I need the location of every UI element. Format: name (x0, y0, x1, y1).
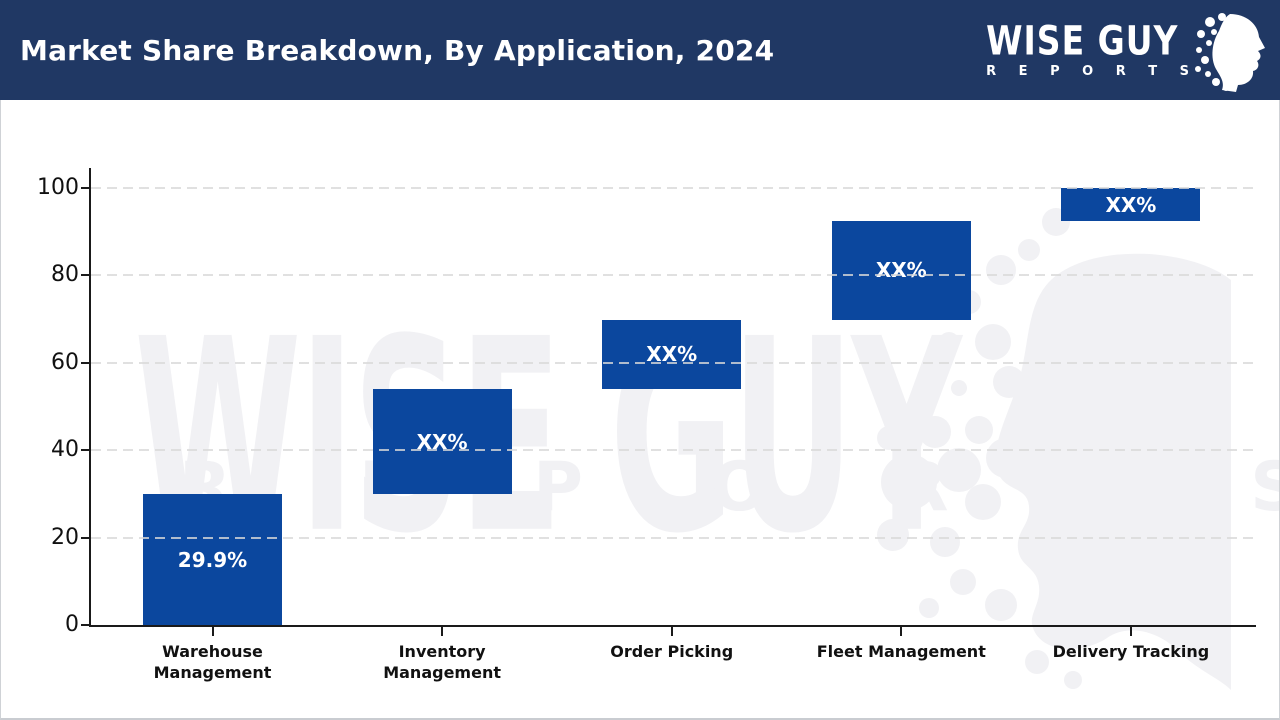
x-axis-label-line: Management (153, 663, 272, 682)
y-axis-line (89, 168, 91, 627)
bar-value-label: XX% (875, 258, 927, 283)
x-axis-tick (900, 627, 903, 636)
bar-value-label: 29.9% (177, 547, 248, 572)
y-axis-tick (81, 536, 90, 539)
y-axis-tick (81, 187, 90, 189)
x-axis-category-label: Order Picking (557, 641, 787, 662)
y-axis-tick (81, 274, 90, 277)
header-bar: Market Share Breakdown, By Application, … (0, 0, 1280, 100)
x-axis-category-label: Inventory Management (327, 641, 557, 683)
x-axis-tick (1129, 627, 1132, 636)
x-axis-tick (441, 627, 444, 636)
y-axis-tick-label: 80 (51, 262, 79, 288)
gridline (91, 449, 1256, 452)
gridline (91, 361, 1256, 364)
x-axis-label-line: Fleet Management (816, 642, 986, 661)
x-axis-label-line: Management (383, 663, 501, 682)
x-axis-tick (670, 627, 673, 636)
x-axis-category-label: Warehouse Management (98, 641, 328, 683)
y-axis-tick-label: 100 (37, 175, 79, 200)
logo-subtext: R E P O R T S (986, 63, 1198, 79)
logo-text: WISE GUY R E P O R T S (986, 20, 1198, 79)
wiseguy-logo: WISE GUY R E P O R T S (986, 8, 1266, 94)
y-axis-tick (81, 449, 90, 452)
wiseguy-head-icon (1195, 13, 1265, 92)
y-axis-tick-label: 0 (65, 612, 79, 637)
bar-segment: XX% (831, 221, 971, 320)
x-axis-label-line: Inventory (398, 642, 486, 661)
chart-canvas: WISE GUY R E P O R T S 0 20 40 60 80 100 29.9%… (0, 100, 1280, 720)
x-axis-tick (211, 627, 214, 636)
bar-value-label: XX% (1105, 192, 1157, 217)
y-axis-tick (81, 624, 90, 626)
bar-segment: XX% (602, 319, 742, 390)
x-axis-label-line: Delivery Tracking (1052, 642, 1210, 661)
bar-segment: 29.9% (143, 494, 282, 625)
gridline (91, 274, 1256, 277)
x-axis-line (89, 625, 1256, 627)
x-axis-label-line: Order Picking (610, 642, 734, 661)
x-axis-category-label: Delivery Tracking (1016, 641, 1246, 662)
gridline (91, 187, 1256, 189)
gridline (91, 536, 1256, 539)
bar-segment: XX% (1061, 188, 1201, 222)
bar-segment: XX% (372, 389, 512, 495)
page-title: Market Share Breakdown, By Application, … (20, 33, 775, 67)
x-axis-category-label: Fleet Management (786, 641, 1016, 662)
x-axis-label-line: Warehouse (162, 642, 263, 661)
y-axis-tick-label: 60 (51, 349, 79, 375)
logo-wordmark: WISE GUY (986, 16, 1179, 64)
y-axis-tick-label: 20 (51, 524, 79, 550)
y-axis-tick (81, 361, 90, 364)
y-axis-tick-label: 40 (51, 437, 79, 463)
